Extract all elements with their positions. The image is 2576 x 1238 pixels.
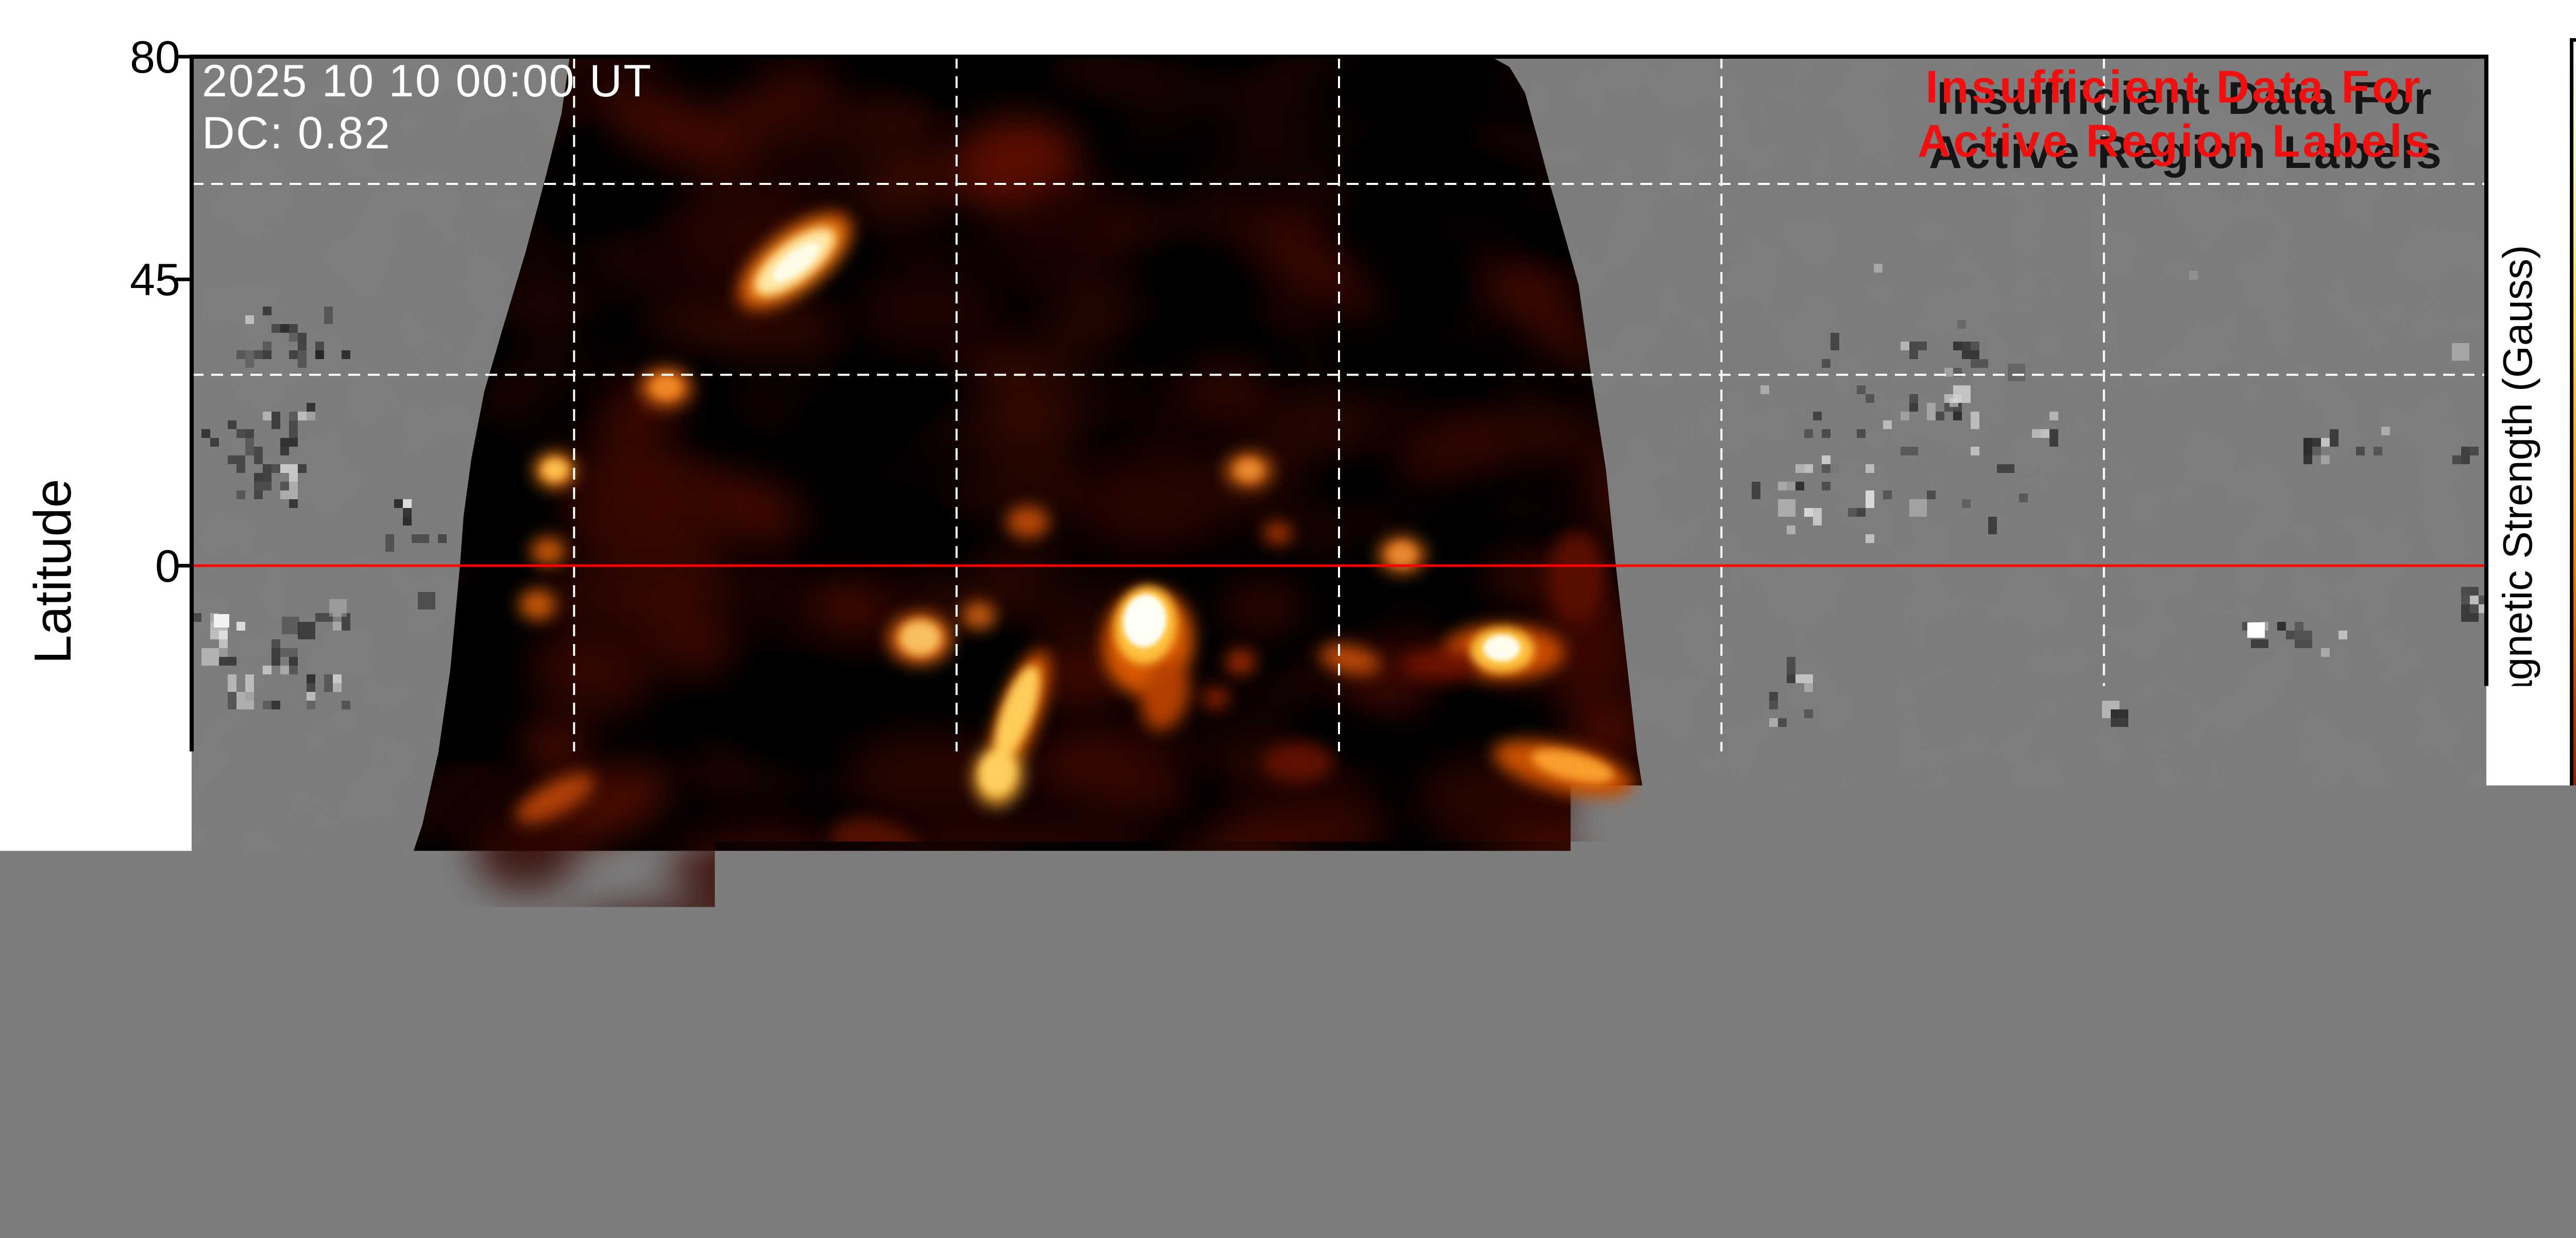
svg-text:Farside Magnetic Strength (Gau: Farside Magnetic Strength (Gauss) [2495, 245, 2540, 887]
svg-text:-45: -45 [115, 827, 180, 878]
svg-text:NISP: NISP [2347, 983, 2456, 1048]
svg-text:360: 360 [2449, 1098, 2524, 1149]
svg-text:240: 240 [1684, 1098, 1759, 1149]
svg-text:Active Region Labels: Active Region Labels [1918, 115, 2433, 166]
svg-text:300: 300 [2066, 1098, 2142, 1149]
svg-text:DC: 0.82: DC: 0.82 [202, 107, 391, 158]
svg-text:45: 45 [130, 254, 180, 305]
svg-text:80: 80 [130, 31, 180, 82]
svg-text:120: 120 [919, 1098, 995, 1149]
svg-text:Latitude: Latitude [24, 479, 82, 664]
svg-text:0: 0 [179, 1098, 205, 1149]
svg-text:2025 10 10 00:00 UT: 2025 10 10 00:00 UT [202, 55, 652, 106]
svg-text:0: 0 [155, 540, 180, 591]
svg-text:-80: -80 [115, 1049, 180, 1100]
svg-text:180: 180 [1301, 1098, 1377, 1149]
svg-text:Carrington Longitude: Carrington Longitude [1096, 1145, 1582, 1202]
svg-text:60: 60 [549, 1098, 599, 1149]
svg-text:Insufficient Data For: Insufficient Data For [1925, 61, 2422, 112]
